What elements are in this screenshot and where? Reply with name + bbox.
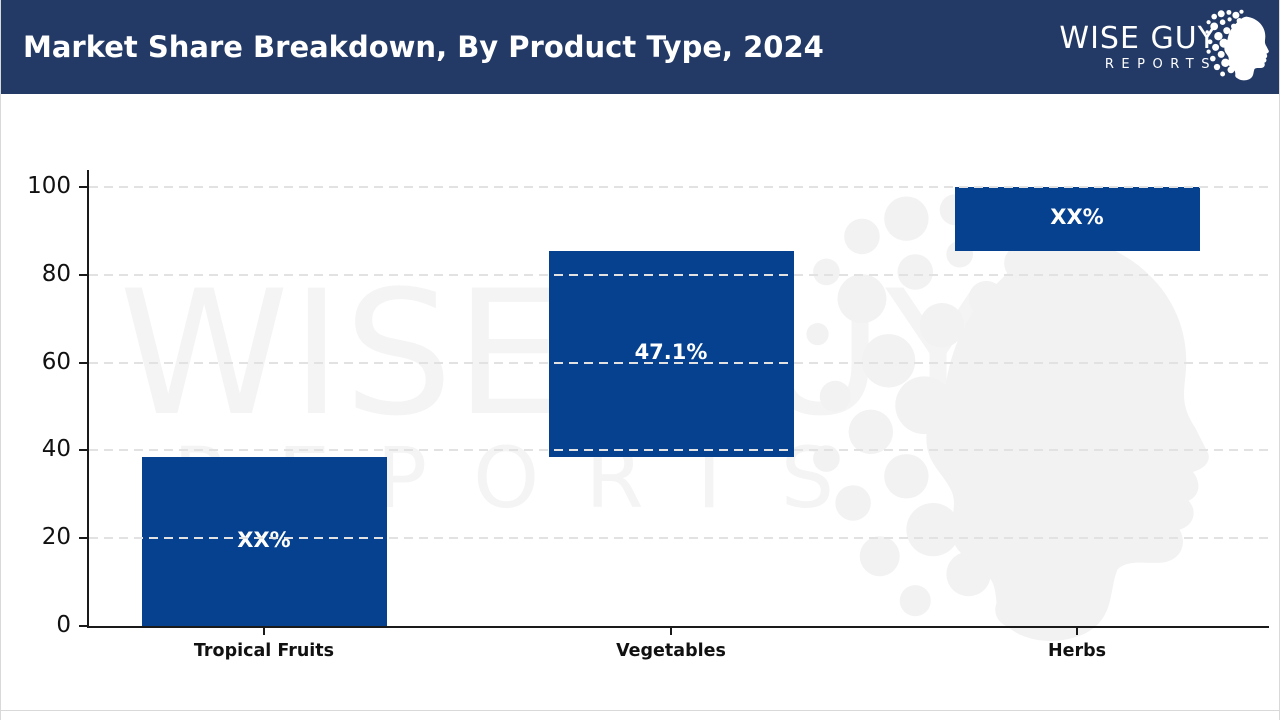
y-tick-label-20: 20	[41, 524, 71, 551]
header-bar: Market Share Breakdown, By Product Type,…	[1, 0, 1279, 94]
y-tick-60	[79, 361, 87, 364]
gridline-20	[89, 537, 1269, 540]
y-tick-20	[79, 537, 87, 540]
y-tick-label-0: 0	[56, 612, 71, 638]
x-tick-3	[1076, 628, 1078, 635]
bar-value-label: XX%	[1050, 204, 1104, 229]
x-axis-line	[87, 626, 1269, 628]
y-tick-label-80: 80	[41, 260, 71, 287]
y-axis-line	[87, 170, 89, 628]
y-tick-40	[79, 449, 87, 452]
bar-tropical-fruits: XX%	[141, 457, 387, 626]
plot-area: 0 20 40 60 80 100 XX% Tropical Fruits 47.1% Veget…	[27, 170, 1269, 661]
bar-value-label: 47.1%	[634, 340, 708, 365]
y-tick-80	[79, 273, 87, 276]
bar-herbs: XX%	[954, 187, 1200, 251]
logo-line1: WISE GUY	[1059, 21, 1217, 56]
y-tick-0	[79, 625, 87, 627]
wiseguy-logo-wordmark: WISE GUY REPORTS	[1059, 24, 1217, 74]
y-tick-100	[79, 186, 87, 188]
gridline-40	[89, 449, 1269, 452]
bar-value-label: XX%	[237, 527, 291, 552]
watermark-head-icon	[787, 192, 1239, 654]
x-tick-label-vegetables: Vegetables	[616, 641, 726, 661]
gridline-80	[89, 273, 1269, 276]
gridline-100	[89, 186, 1269, 188]
wiseguy-head-icon	[1203, 6, 1273, 86]
y-tick-label-100: 100	[27, 173, 71, 199]
y-tick-label-60: 60	[41, 348, 71, 375]
x-tick-1	[263, 628, 265, 635]
page-title: Market Share Breakdown, By Product Type,…	[23, 30, 824, 64]
logo-line2: REPORTS	[1104, 57, 1217, 72]
bar-vegetables: 47.1%	[548, 250, 794, 458]
y-tick-label-40: 40	[41, 436, 71, 463]
gridline-60	[89, 361, 1269, 364]
bottom-divider	[1, 710, 1279, 711]
x-tick-2	[670, 628, 672, 635]
x-tick-label-tropical-fruits: Tropical Fruits	[193, 641, 335, 661]
x-tick-label-herbs: Herbs	[1047, 641, 1107, 661]
